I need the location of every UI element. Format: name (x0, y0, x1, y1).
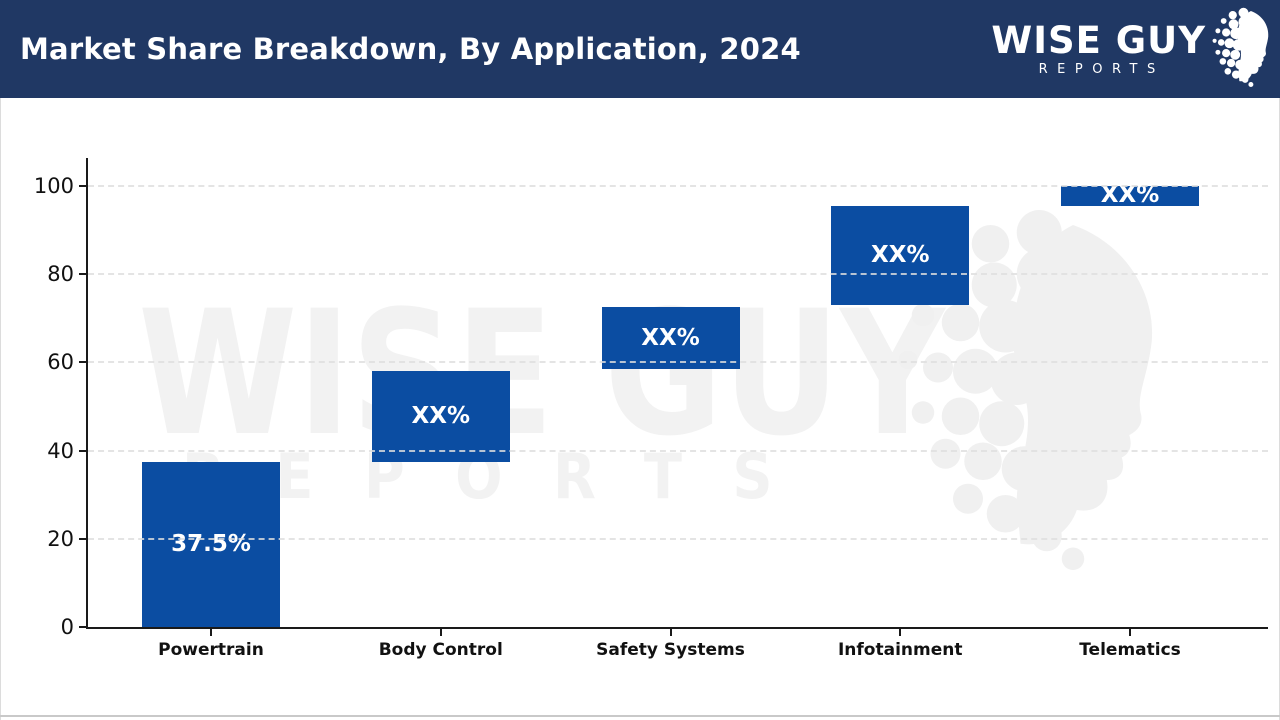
y-tick-label: 80 (47, 262, 74, 287)
y-tick (79, 449, 86, 452)
y-tick-label: 20 (47, 526, 74, 551)
x-axis-label: Infotainment (837, 640, 963, 660)
y-axis-line (86, 158, 88, 629)
y-tick-label: 100 (33, 174, 74, 198)
x-axis-label: Powertrain (158, 640, 264, 660)
y-tick (79, 626, 86, 628)
y-tick-label: 60 (47, 350, 74, 375)
x-tick (669, 629, 672, 636)
y-tick (79, 273, 86, 276)
gridline (88, 449, 1268, 452)
x-tick (1129, 629, 1131, 636)
y-tick (79, 185, 86, 187)
logo: WISE GUY REPORTS (991, 0, 1274, 98)
bar-value-label: XX% (870, 241, 930, 268)
x-tick (899, 629, 902, 636)
logo-wordmark: WISE GUY (991, 18, 1206, 62)
logo-head-icon (1212, 7, 1269, 87)
y-tick-label: 0 (60, 615, 74, 639)
logo-subtext: REPORTS (1038, 61, 1165, 77)
logo-text: WISE GUY REPORTS (991, 22, 1206, 77)
bar: XX% (1061, 182, 1199, 209)
x-tick (439, 629, 442, 636)
x-axis-label: Telematics (1079, 640, 1181, 660)
bar: XX% (601, 307, 740, 369)
y-tick-label: 40 (47, 438, 74, 463)
gridline (88, 185, 1268, 187)
page-title: Market Share Breakdown, By Application, … (20, 32, 801, 66)
bottom-border-line (0, 715, 1280, 717)
x-axis-label: Safety Systems (596, 640, 745, 660)
gridline (88, 273, 1268, 276)
bar: 37.5% (142, 461, 280, 627)
gridline (88, 361, 1268, 364)
bar: XX% (831, 205, 970, 306)
bar-value-label: 37.5% (171, 530, 251, 557)
watermark-wordmark: WISE GUY (138, 273, 945, 474)
bar: XX% (371, 371, 510, 462)
bar-value-label: XX% (641, 324, 700, 351)
bar-value-label: XX% (1100, 182, 1160, 209)
y-tick (79, 537, 86, 540)
x-axis-line (86, 627, 1268, 629)
bar-value-label: XX% (411, 402, 470, 429)
header: Market Share Breakdown, By Application, … (0, 0, 1280, 98)
gridline (88, 537, 1268, 540)
watermark-head-icon (898, 210, 1153, 570)
x-tick (210, 629, 212, 636)
y-tick (79, 361, 86, 364)
x-axis-label: Body Control (378, 640, 503, 660)
